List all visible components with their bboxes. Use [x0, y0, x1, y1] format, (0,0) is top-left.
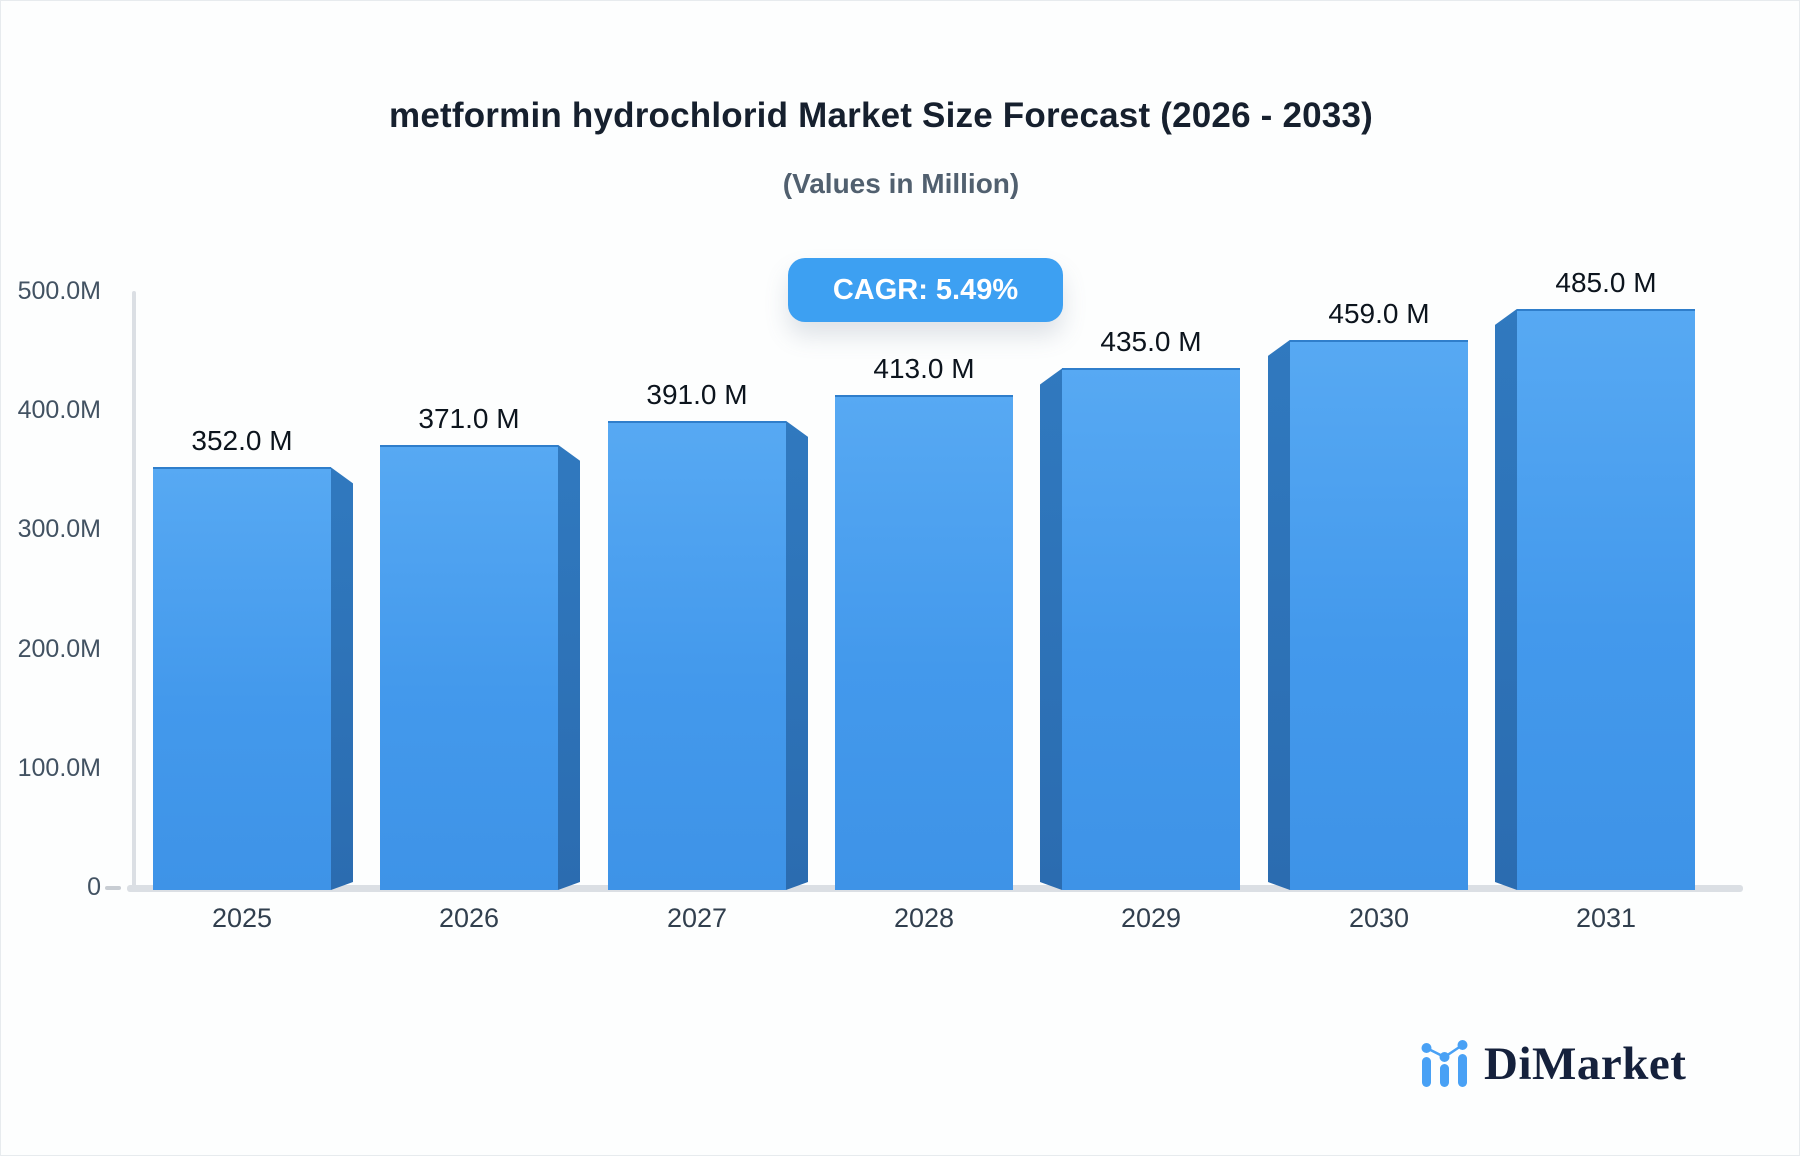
- y-tick-label: 200.0M: [17, 634, 101, 663]
- bar-value-label: 352.0 M: [191, 425, 293, 457]
- bar-value-label: 371.0 M: [418, 402, 520, 434]
- y-tick-label: 400.0M: [17, 396, 101, 425]
- bar: [1517, 308, 1695, 890]
- bar: [1062, 368, 1240, 890]
- y-tick-label: 300.0M: [17, 515, 101, 544]
- bar-value-label: 485.0 M: [1555, 266, 1657, 298]
- bar: [608, 420, 786, 890]
- bar-side-face: [786, 421, 808, 890]
- x-tick-label: 2030: [1348, 903, 1410, 933]
- chart-title: metformin hydrochlorid Market Size Forec…: [389, 96, 1373, 135]
- bar: [380, 444, 558, 890]
- bar-chart-logo-icon: [1421, 1040, 1468, 1087]
- y-tick-label: 100.0M: [17, 753, 101, 782]
- chart-subtitle: (Values in Million): [782, 168, 1020, 199]
- bar-side-face: [331, 467, 353, 890]
- bar: [1290, 339, 1468, 890]
- bar: [153, 467, 331, 890]
- y-tick-label: 500.0M: [17, 277, 101, 305]
- bar-value-label: 459.0 M: [1328, 297, 1430, 329]
- zero-tick-mark: [105, 886, 121, 890]
- bar-side-face: [1040, 368, 1062, 890]
- bar: [835, 394, 1013, 890]
- bar-value-label: 435.0 M: [1100, 326, 1202, 358]
- x-tick-label: 2025: [211, 903, 273, 933]
- bar-side-face: [1495, 309, 1517, 890]
- bar-value-label: 391.0 M: [646, 378, 748, 410]
- bar-value-label: 413.0 M: [873, 352, 975, 384]
- y-tick-label: 0: [87, 873, 101, 901]
- dimarket-logo: DiMarket: [1419, 1037, 1686, 1091]
- bar-side-face: [558, 445, 580, 890]
- x-tick-label: 2029: [1120, 903, 1182, 933]
- logo-text: DiMarket: [1484, 1038, 1687, 1090]
- y-axis-line: [132, 291, 136, 888]
- bar-side-face: [1268, 340, 1290, 890]
- x-tick-label: 2028: [893, 903, 955, 933]
- cagr-badge-label: CAGR: 5.49%: [832, 273, 1019, 306]
- x-tick-label: 2026: [438, 903, 500, 933]
- x-tick-label: 2027: [666, 903, 728, 933]
- x-tick-label: 2031: [1575, 903, 1637, 933]
- cagr-badge: CAGR: 5.49%: [788, 258, 1063, 322]
